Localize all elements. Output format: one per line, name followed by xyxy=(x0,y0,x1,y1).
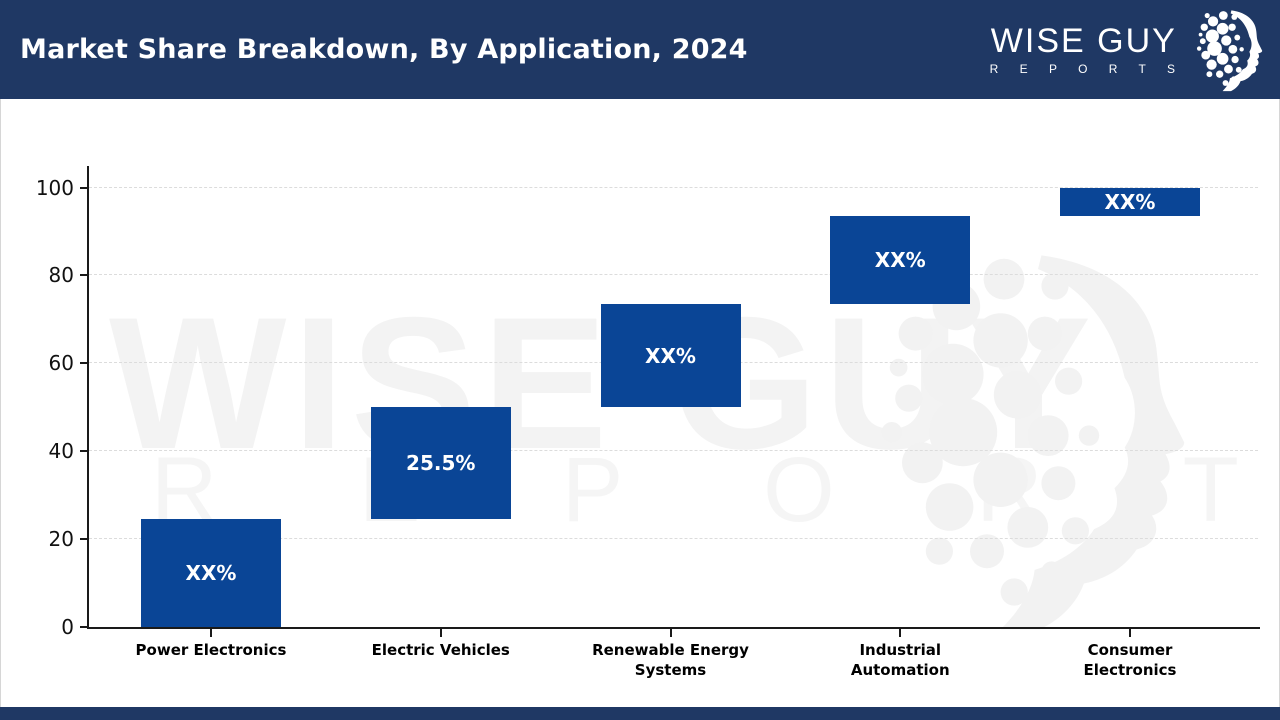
bar-value-label: XX% xyxy=(185,561,237,586)
y-tick-label: 60 xyxy=(48,351,74,376)
y-tick-label: 80 xyxy=(48,263,74,288)
x-tick-mark xyxy=(669,629,672,637)
x-tick-mark xyxy=(439,629,442,637)
bar-value-label: 25.5% xyxy=(406,451,476,476)
bar-value-label: XX% xyxy=(874,248,926,273)
x-category-label: Renewable Energy Systems xyxy=(592,641,749,679)
gridline-y-20 xyxy=(89,538,1258,540)
gridline-y-40 xyxy=(89,450,1258,452)
x-category-label: Consumer Electronics xyxy=(1083,641,1177,679)
bar-industrial-automation: XX% xyxy=(830,216,971,305)
brand-name: WISE GUY xyxy=(990,21,1177,60)
y-axis xyxy=(87,165,89,629)
gridline-y-100 xyxy=(89,186,1258,188)
y-tick-mark xyxy=(80,362,88,365)
y-tick-mark xyxy=(80,538,88,541)
x-category-label: Electric Vehicles xyxy=(371,641,510,659)
bar-power-electronics: XX% xyxy=(141,519,281,627)
footer-bar xyxy=(0,707,1280,720)
bar-electric-vehicles: 25.5% xyxy=(370,407,511,520)
bar-value-label: XX% xyxy=(645,343,696,368)
y-tick-label: 100 xyxy=(35,175,74,200)
bar-consumer-electronics: XX% xyxy=(1060,187,1200,217)
y-tick-mark xyxy=(80,186,88,189)
brand-head-icon xyxy=(1196,9,1263,91)
x-tick-mark xyxy=(210,629,212,637)
brand-subtitle: R E P O R T S xyxy=(989,61,1184,76)
y-tick-mark xyxy=(80,626,88,628)
y-tick-mark xyxy=(80,274,88,277)
gridline-y-80 xyxy=(89,274,1258,276)
y-tick-label: 40 xyxy=(48,439,74,464)
header-bar: Market Share Breakdown, By Application, … xyxy=(0,0,1280,99)
x-tick-mark xyxy=(1129,629,1131,637)
y-tick-label: 0 xyxy=(61,615,74,639)
bar-renewable-energy-systems: XX% xyxy=(600,304,741,408)
bar-value-label: XX% xyxy=(1104,189,1156,214)
brand-logo-text: WISE GUY R E P O R T S xyxy=(984,24,1184,76)
x-tick-mark xyxy=(899,629,902,637)
brand-logo: WISE GUY R E P O R T S xyxy=(984,6,1266,94)
chart-title: Market Share Breakdown, By Application, … xyxy=(20,34,748,65)
y-tick-mark xyxy=(80,450,88,453)
y-tick-label: 20 xyxy=(48,527,74,552)
x-category-label: Power Electronics xyxy=(135,641,287,659)
x-axis xyxy=(87,627,1260,629)
x-category-label: Industrial Automation xyxy=(850,641,950,679)
